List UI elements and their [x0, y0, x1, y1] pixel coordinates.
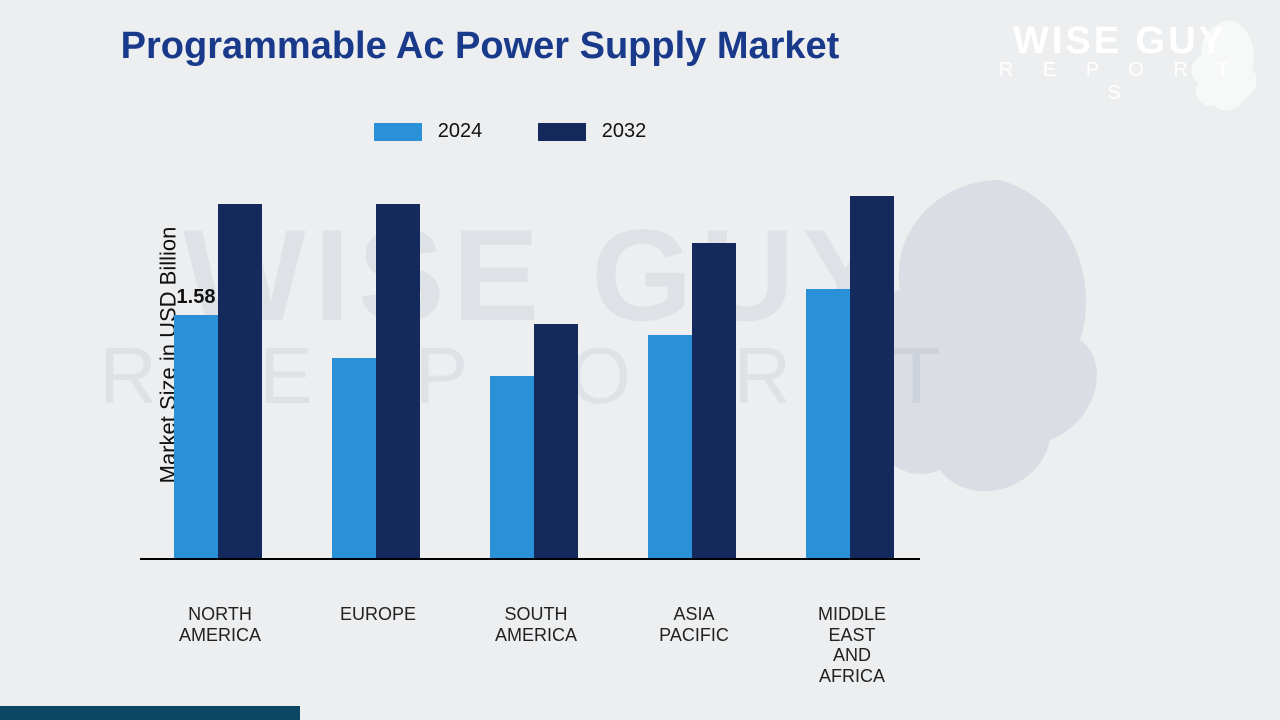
legend: 2024 2032 — [100, 120, 920, 147]
bar-2032 — [218, 204, 262, 558]
chart-title: Programmable Ac Power Supply Market — [0, 25, 960, 68]
legend-swatch-2024 — [374, 123, 422, 141]
bar-2024 — [806, 289, 850, 558]
legend-item-2032: 2032 — [538, 120, 647, 143]
brain-icon — [1170, 15, 1260, 115]
x-axis-category-label: SOUTHAMERICA — [466, 604, 606, 645]
plot-area: 1.58 — [140, 160, 920, 560]
brand-logo: WISE GUY R E P O R T S — [990, 20, 1250, 105]
legend-label-2024: 2024 — [438, 120, 483, 143]
x-axis-category-label: NORTHAMERICA — [150, 604, 290, 645]
bar-2024 — [174, 315, 218, 558]
legend-label-2032: 2032 — [602, 120, 647, 143]
bar-2032 — [692, 243, 736, 558]
x-axis-labels: NORTHAMERICA EUROPE SOUTHAMERICA ASIAPACIFI… — [140, 570, 920, 660]
x-axis-category-label: MIDDLEEASTANDAFRICA — [782, 604, 922, 687]
bar-group — [318, 158, 438, 558]
legend-swatch-2032 — [538, 123, 586, 141]
bar-value-label: 1.58 — [166, 286, 226, 309]
legend-item-2024: 2024 — [374, 120, 483, 143]
bar-2024 — [490, 376, 534, 558]
bar-2032 — [850, 196, 894, 558]
x-axis-category-label: ASIAPACIFIC — [624, 604, 764, 645]
stage: WISE GUY R E P O R T S WISE GUY R E P O … — [0, 0, 1280, 720]
bar-group — [476, 158, 596, 558]
bar-2032 — [534, 324, 578, 558]
bar-group — [792, 158, 912, 558]
bar-group — [634, 158, 754, 558]
bar-2024 — [332, 358, 376, 558]
bottom-accent-strip — [0, 706, 300, 720]
chart-area: 2024 2032 Market Size in USD Billion 1.5… — [100, 120, 920, 590]
x-axis-category-label: EUROPE — [308, 604, 448, 625]
bar-2024 — [648, 335, 692, 558]
bar-group: 1.58 — [160, 158, 280, 558]
bar-2032 — [376, 204, 420, 558]
